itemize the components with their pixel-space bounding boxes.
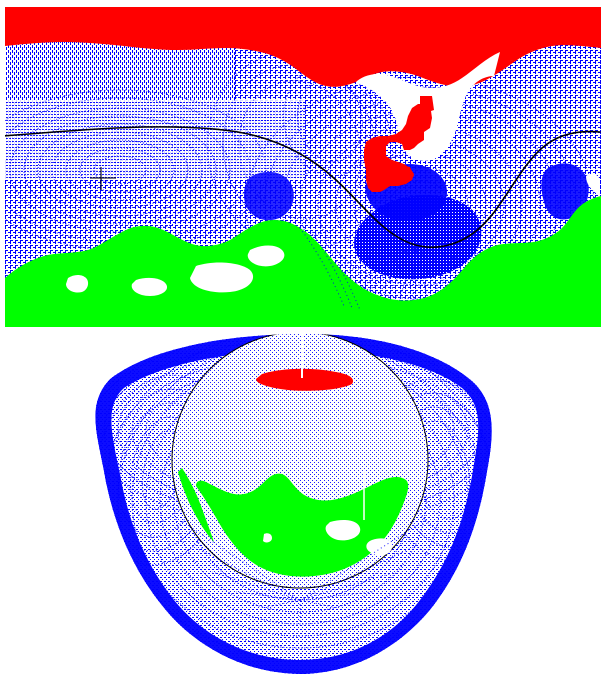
red-blob-center: [364, 96, 434, 192]
green-lobe-holes: [263, 520, 393, 556]
white-sliver-right: [586, 173, 600, 196]
blue-solid-patch-right: [541, 163, 589, 220]
blue-solid-patch-left: [244, 171, 294, 221]
black-separatrix-curve: [5, 126, 601, 249]
blue-horizontal-streak-zone: [5, 100, 305, 180]
green-band-holes: [66, 245, 285, 296]
streamline-overlay-over-green: [299, 227, 361, 311]
upper-panel-group: [5, 7, 601, 327]
red-arc-upper: [256, 368, 354, 391]
streamline-swirl-left: [5, 89, 267, 251]
red-band-top: [5, 7, 601, 87]
cross-marker: [90, 167, 116, 190]
green-sliver-left: [178, 468, 214, 542]
green-lobe-lower: [196, 473, 409, 577]
black-circle-outline: [171, 333, 429, 589]
blue-rim-band: [95, 333, 492, 674]
lower-radial-fan: [179, 517, 429, 624]
